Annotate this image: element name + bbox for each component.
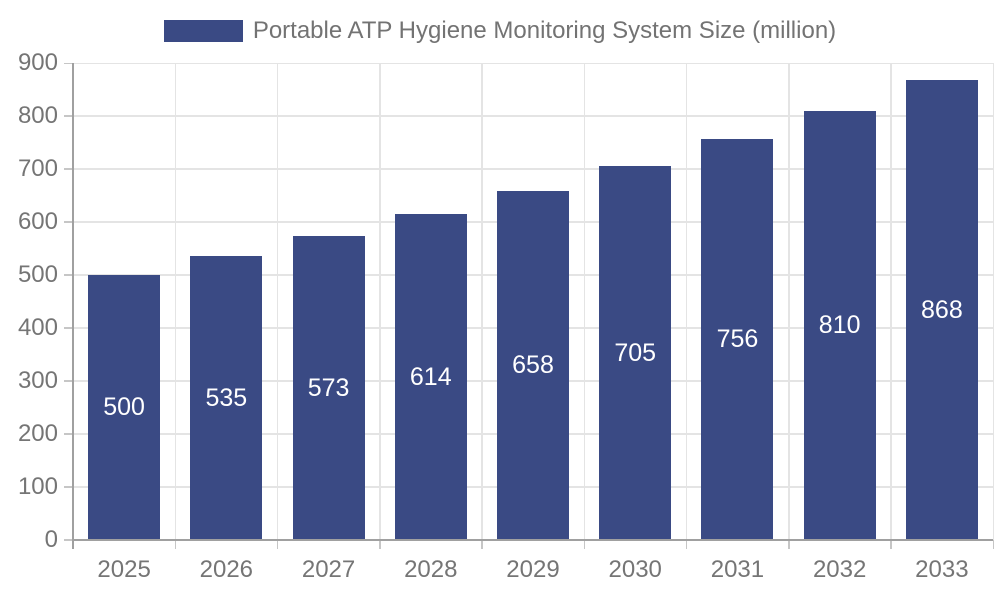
x-tick-label: 2028 [404, 556, 458, 583]
y-tick-label: 900 [17, 49, 58, 76]
x-tick-label: 2032 [812, 556, 867, 583]
bar [190, 256, 263, 540]
y-axis-tick [64, 115, 73, 117]
x-tick-label: 2033 [915, 556, 969, 583]
y-axis-tick [64, 486, 73, 488]
bar [497, 191, 569, 540]
x-tick-label: 2029 [506, 556, 560, 583]
y-axis-tick [64, 327, 73, 329]
y-tick-label: 700 [17, 154, 58, 182]
y-tick-label: 400 [17, 313, 58, 341]
bar [905, 79, 978, 540]
x-axis-tick [992, 539, 994, 549]
x-tick-label: 2031 [710, 556, 765, 583]
x-gridline [174, 63, 177, 540]
bar-value-label: 810 [818, 311, 861, 340]
x-axis-line [73, 539, 993, 541]
x-axis-tick [481, 539, 483, 549]
x-gridline [890, 63, 892, 540]
x-gridline [788, 63, 790, 540]
x-tick-label: 2030 [608, 556, 662, 583]
x-gridline [379, 63, 381, 540]
y-axis-tick [64, 62, 73, 64]
x-gridline [685, 63, 688, 540]
y-axis-tick [64, 221, 73, 223]
bar-value-label: 614 [409, 362, 452, 391]
y-tick-label: 800 [17, 101, 58, 129]
bar [292, 236, 365, 540]
bar-value-label: 535 [205, 383, 248, 412]
y-axis-tick [64, 433, 73, 435]
y-axis-tick [64, 539, 73, 541]
x-axis-tick [276, 539, 279, 549]
x-axis-tick [174, 539, 177, 549]
x-axis-tick [890, 539, 892, 549]
legend-swatch[interactable] [163, 20, 243, 42]
x-gridline [583, 63, 586, 540]
bar-value-label: 500 [103, 393, 145, 422]
y-axis-tick [64, 274, 73, 276]
x-axis-tick [788, 539, 790, 549]
bar [394, 214, 467, 540]
y-tick-label: 200 [17, 419, 58, 447]
y-tick-label: 600 [17, 207, 58, 235]
y-gridline [73, 115, 993, 117]
x-axis-tick [685, 539, 688, 549]
y-gridline [73, 62, 993, 64]
bar-value-label: 705 [614, 338, 657, 367]
legend-label[interactable]: Portable ATP Hygiene Monitoring System S… [252, 17, 837, 44]
y-axis-tick [64, 168, 73, 170]
bar [701, 139, 774, 540]
x-gridline [481, 63, 483, 540]
bar [599, 166, 672, 540]
x-tick-label: 2026 [199, 556, 254, 583]
x-axis-tick [583, 539, 586, 549]
y-tick-label: 300 [17, 366, 58, 394]
y-tick-label: 0 [44, 525, 58, 553]
x-axis-tick [379, 539, 381, 549]
y-axis-line [72, 63, 74, 549]
bar-value-label: 573 [307, 373, 350, 402]
x-tick-label: 2025 [97, 556, 151, 583]
bar [803, 110, 876, 540]
legend: Portable ATP Hygiene Monitoring System S… [0, 17, 1000, 45]
bar-value-label: 756 [716, 325, 759, 354]
bar [88, 274, 161, 540]
bar-value-label: 658 [512, 351, 554, 380]
x-gridline [992, 63, 994, 540]
bar-value-label: 868 [921, 295, 963, 324]
x-tick-label: 2027 [301, 556, 356, 583]
y-tick-label: 100 [17, 472, 58, 500]
y-axis-tick [64, 380, 73, 382]
y-gridline [73, 168, 993, 170]
y-tick-label: 500 [17, 260, 58, 288]
x-gridline [276, 63, 279, 540]
